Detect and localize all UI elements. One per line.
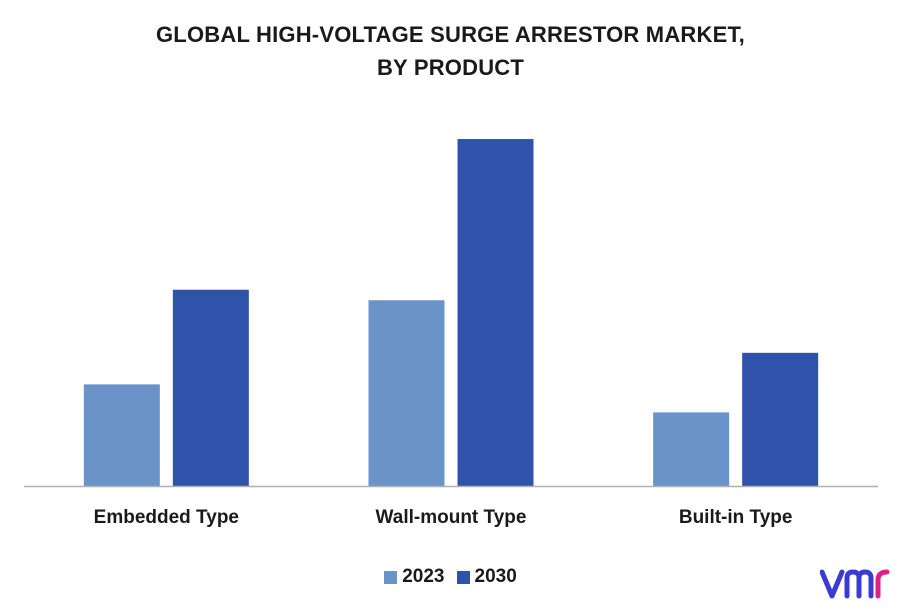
bar-2023-embedded-type [83,384,160,486]
legend-label-2030: 2030 [474,566,517,587]
bar-2030-embedded-type [172,289,249,486]
x-tick-label: Embedded Type [94,507,239,528]
chart-title-line-1: GLOBAL HIGH-VOLTAGE SURGE ARRESTOR MARKE… [156,22,745,47]
legend-label-2023: 2023 [402,566,445,587]
legend-item-2030: 2030 [456,566,517,588]
legend-swatch-2030 [456,570,470,584]
bar-2030-built-in-type [742,352,819,486]
legend-swatch-2023 [384,570,398,584]
bar-2030-wall-mount-type [457,139,534,486]
bar-2023-wall-mount-type [368,300,445,486]
legend-item-2023: 2023 [384,566,445,588]
chart-title-line-2: BY PRODUCT [376,55,525,80]
vmr-logo [820,569,890,599]
x-tick-label: Wall-mount Type [376,507,527,528]
chart-title: GLOBAL HIGH-VOLTAGE SURGE ARRESTOR MARKE… [0,18,901,84]
bar-2023-built-in-type [653,412,730,486]
legend: 2023 2030 [0,566,901,588]
x-tick-label: Built-in Type [679,507,793,528]
